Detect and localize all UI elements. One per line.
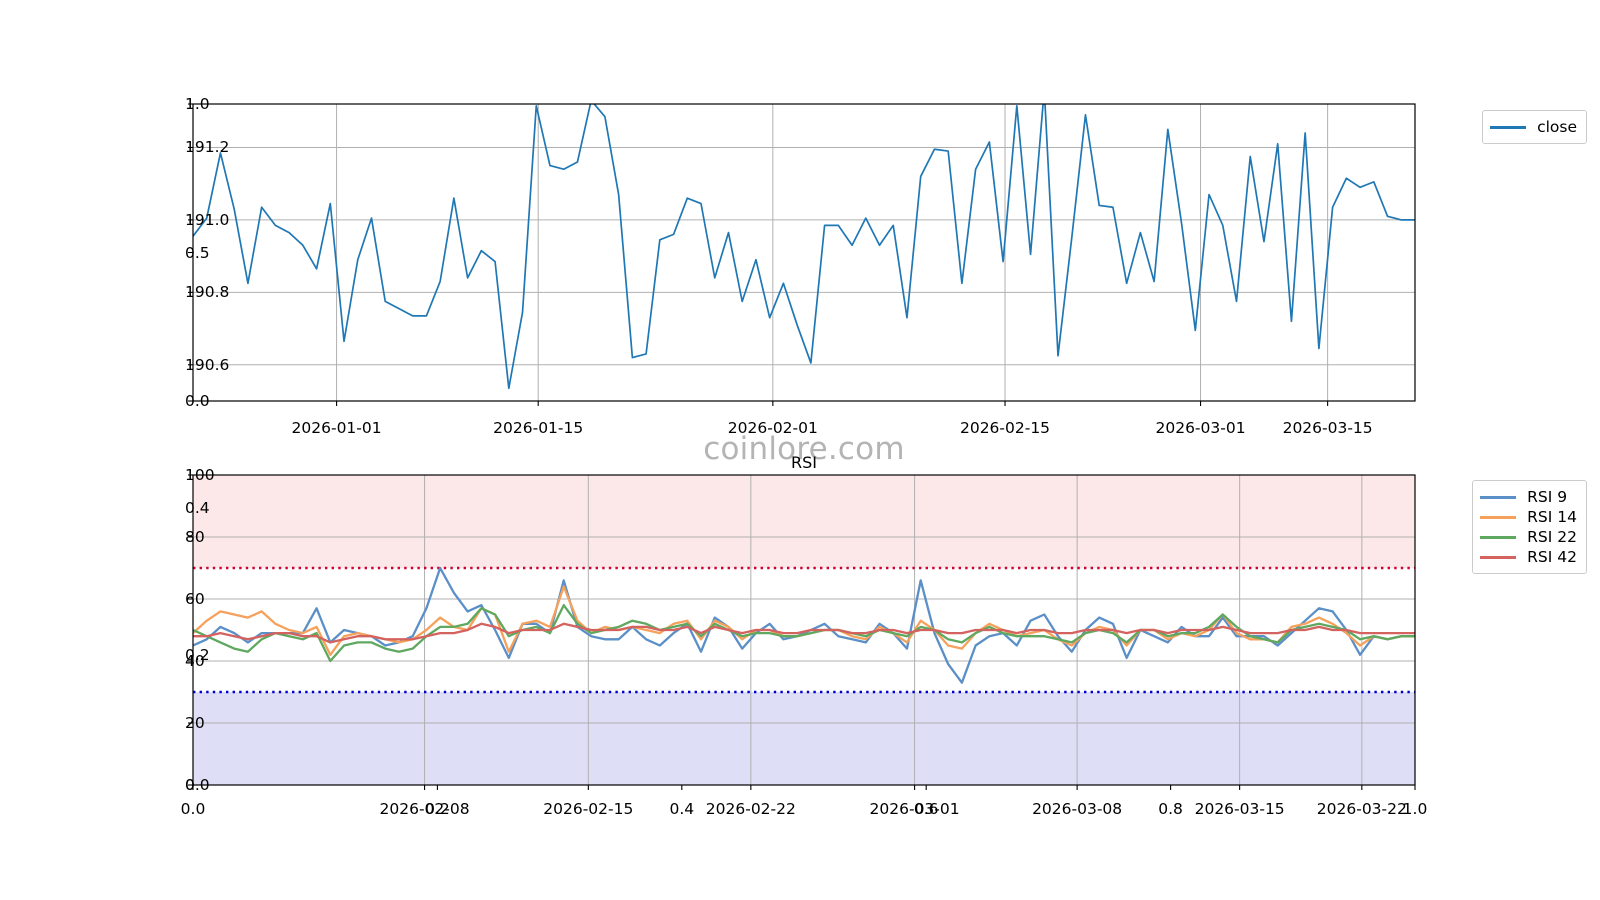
- rsi-secondary-x-tick-0.2: 0.2: [425, 800, 450, 818]
- rsi-secondary-x-tick-0.4: 0.4: [669, 800, 695, 818]
- rsi-panel-spines: [192, 474, 1416, 786]
- legend-line-swatch-icon: [1490, 125, 1527, 129]
- rsi-panel-title: RSI: [791, 453, 817, 472]
- rsi-x-tick-2026-02-08: 2026-02-08: [379, 800, 470, 818]
- rsi-x-tick-2026-02-15: 2026-02-15: [543, 800, 634, 818]
- rsi-panel-background: [193, 475, 1415, 785]
- rsi-series-group: [193, 566, 1415, 684]
- price-x-tick-2026-02-01: 2026-02-01: [727, 419, 818, 437]
- legend-label: close: [1537, 118, 1577, 136]
- price-close-series: [193, 104, 1415, 390]
- rsi-9-line: [193, 566, 1415, 684]
- rsi-x-tick-2026-03-08: 2026-03-08: [1032, 800, 1123, 818]
- rsi-secondary-x-tick-0.8: 0.8: [1158, 800, 1183, 818]
- price-panel-gridlines: [193, 104, 1415, 401]
- rsi-x-tick-2026-03-22: 2026-03-22: [1316, 800, 1407, 818]
- price-x-tick-2026-01-01: 2026-01-01: [291, 419, 382, 437]
- rsi-legend-item-rsi-9[interactable]: RSI 9: [1480, 487, 1577, 507]
- rsi-legend[interactable]: RSI 9 RSI 14 RSI 22 RSI 42: [1472, 480, 1587, 574]
- legend-line-swatch-icon: [1480, 555, 1517, 559]
- price-panel-background: [193, 104, 1415, 401]
- price-x-tick-2026-03-15: 2026-03-15: [1282, 419, 1373, 437]
- legend-line-swatch-icon: [1480, 495, 1517, 499]
- price-legend-item-close[interactable]: close: [1490, 117, 1577, 137]
- legend-label: RSI 9: [1527, 488, 1568, 506]
- price-panel-ticks: [188, 103, 1329, 406]
- rsi-overbought-band: [193, 475, 1415, 568]
- rsi-secondary-x-tick-0.0: 0.0: [180, 800, 206, 818]
- legend-label: RSI 22: [1527, 528, 1577, 546]
- legend-line-swatch-icon: [1480, 515, 1517, 519]
- rsi-x-tick-2026-03-15: 2026-03-15: [1194, 800, 1285, 818]
- rsi-secondary-x-tick-1.0: 1.0: [1402, 800, 1428, 818]
- legend-line-swatch-icon: [1480, 535, 1517, 539]
- rsi-42-line: [193, 622, 1415, 644]
- rsi-panel-gridlines: [193, 474, 1415, 786]
- price-legend[interactable]: close: [1482, 110, 1587, 144]
- rsi-22-line: [193, 604, 1415, 663]
- rsi-legend-item-rsi-22[interactable]: RSI 22: [1480, 527, 1577, 547]
- rsi-14-line: [193, 585, 1415, 656]
- rsi-legend-item-rsi-14[interactable]: RSI 14: [1480, 507, 1577, 527]
- legend-label: RSI 14: [1527, 508, 1577, 526]
- legend-label: RSI 42: [1527, 548, 1577, 566]
- rsi-x-tick-2026-03-01: 2026-03-01: [869, 800, 960, 818]
- rsi-panel-ticks: [188, 474, 1416, 790]
- price-panel-spines: [192, 103, 1416, 402]
- rsi-oversold-band: [193, 692, 1415, 785]
- watermark: coinlore.com: [703, 431, 905, 467]
- price-x-tick-2026-02-15: 2026-02-15: [959, 419, 1051, 437]
- rsi-secondary-x-tick-0.6: 0.6: [913, 800, 939, 818]
- rsi-legend-item-rsi-42[interactable]: RSI 42: [1480, 547, 1577, 567]
- price-x-tick-2026-01-15: 2026-01-15: [493, 419, 584, 437]
- price-x-tick-2026-03-01: 2026-03-01: [1155, 419, 1246, 437]
- rsi-x-tick-2026-02-22: 2026-02-22: [705, 800, 796, 818]
